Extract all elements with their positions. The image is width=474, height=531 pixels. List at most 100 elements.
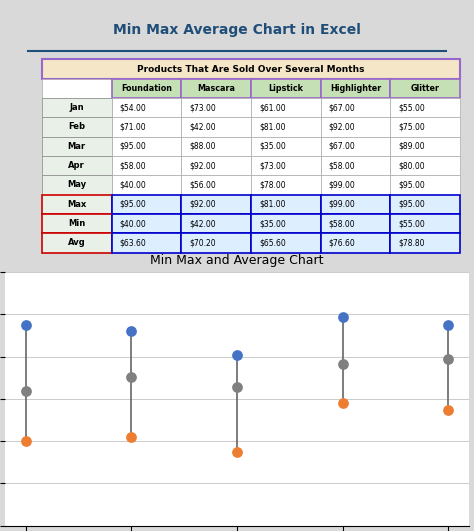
Text: $71.00: $71.00 (120, 123, 146, 132)
Point (339, 399, 346, 407)
Text: May: May (67, 181, 86, 190)
Point (22, 321, 30, 329)
Point (444, 321, 452, 329)
FancyBboxPatch shape (320, 233, 390, 253)
FancyBboxPatch shape (390, 79, 460, 98)
FancyBboxPatch shape (390, 233, 460, 253)
FancyBboxPatch shape (181, 156, 251, 175)
Text: $78.80: $78.80 (399, 238, 425, 247)
FancyBboxPatch shape (42, 136, 111, 156)
Text: $54.00: $54.00 (119, 103, 146, 112)
Text: $73.00: $73.00 (189, 103, 216, 112)
FancyBboxPatch shape (111, 214, 181, 233)
FancyBboxPatch shape (251, 79, 320, 98)
Text: $99.00: $99.00 (328, 181, 356, 190)
Text: Apr: Apr (68, 161, 85, 170)
Text: Mascara: Mascara (197, 84, 235, 93)
FancyBboxPatch shape (390, 117, 460, 136)
FancyBboxPatch shape (111, 156, 181, 175)
FancyBboxPatch shape (42, 175, 111, 194)
Text: $95.00: $95.00 (398, 200, 425, 209)
FancyBboxPatch shape (181, 79, 251, 98)
FancyBboxPatch shape (42, 156, 111, 175)
FancyBboxPatch shape (251, 117, 320, 136)
Text: $61.00: $61.00 (259, 103, 286, 112)
FancyBboxPatch shape (251, 98, 320, 117)
FancyBboxPatch shape (111, 136, 181, 156)
FancyBboxPatch shape (111, 98, 181, 117)
Text: $92.00: $92.00 (329, 123, 356, 132)
FancyBboxPatch shape (390, 214, 460, 233)
Text: Highlighter: Highlighter (330, 84, 381, 93)
Text: $81.00: $81.00 (259, 123, 286, 132)
FancyBboxPatch shape (42, 79, 111, 98)
Text: $78.00: $78.00 (259, 181, 286, 190)
Text: $40.00: $40.00 (119, 181, 146, 190)
Text: $42.00: $42.00 (190, 219, 216, 228)
Text: $95.00: $95.00 (119, 200, 146, 209)
Text: Jan: Jan (69, 103, 84, 112)
Text: Foundation: Foundation (121, 84, 172, 93)
FancyBboxPatch shape (42, 117, 111, 136)
Point (233, 448, 241, 456)
FancyBboxPatch shape (181, 194, 251, 214)
FancyBboxPatch shape (251, 175, 320, 194)
Point (22, 387, 30, 396)
FancyBboxPatch shape (181, 175, 251, 194)
Point (128, 433, 135, 441)
FancyBboxPatch shape (181, 136, 251, 156)
Point (339, 312, 346, 321)
Text: $55.00: $55.00 (398, 103, 425, 112)
Text: $76.60: $76.60 (328, 238, 356, 247)
Text: $81.00: $81.00 (259, 200, 286, 209)
Text: Lipstick: Lipstick (268, 84, 303, 93)
FancyBboxPatch shape (42, 233, 111, 253)
Point (233, 383, 241, 391)
Text: $35.00: $35.00 (259, 142, 286, 151)
FancyBboxPatch shape (390, 98, 460, 117)
FancyBboxPatch shape (251, 194, 320, 214)
Text: $75.00: $75.00 (398, 123, 425, 132)
Text: Min: Min (68, 219, 85, 228)
FancyBboxPatch shape (320, 175, 390, 194)
FancyBboxPatch shape (111, 194, 181, 214)
Text: Mar: Mar (68, 142, 86, 151)
FancyBboxPatch shape (181, 98, 251, 117)
FancyBboxPatch shape (320, 214, 390, 233)
Text: Max: Max (67, 200, 86, 209)
Text: $65.60: $65.60 (259, 238, 286, 247)
Text: $70.20: $70.20 (190, 238, 216, 247)
Text: $99.00: $99.00 (328, 200, 356, 209)
Point (128, 327, 135, 336)
Text: $92.00: $92.00 (190, 200, 216, 209)
Text: $88.00: $88.00 (190, 142, 216, 151)
Point (339, 359, 346, 368)
Text: $56.00: $56.00 (189, 181, 216, 190)
FancyBboxPatch shape (251, 233, 320, 253)
FancyBboxPatch shape (42, 59, 460, 79)
Text: Avg: Avg (68, 238, 86, 247)
FancyBboxPatch shape (111, 117, 181, 136)
FancyBboxPatch shape (320, 194, 390, 214)
FancyBboxPatch shape (390, 194, 460, 214)
FancyBboxPatch shape (320, 98, 390, 117)
Text: Glitter: Glitter (410, 84, 439, 93)
Point (128, 373, 135, 382)
Point (233, 350, 241, 359)
FancyBboxPatch shape (390, 136, 460, 156)
FancyBboxPatch shape (42, 98, 111, 117)
FancyBboxPatch shape (111, 79, 181, 98)
FancyBboxPatch shape (390, 175, 460, 194)
FancyBboxPatch shape (181, 214, 251, 233)
Point (444, 405, 452, 414)
FancyBboxPatch shape (181, 233, 251, 253)
FancyBboxPatch shape (42, 214, 111, 233)
Text: $89.00: $89.00 (399, 142, 425, 151)
FancyBboxPatch shape (320, 156, 390, 175)
Text: $42.00: $42.00 (190, 123, 216, 132)
FancyBboxPatch shape (390, 156, 460, 175)
Text: $67.00: $67.00 (328, 142, 356, 151)
FancyBboxPatch shape (320, 136, 390, 156)
FancyBboxPatch shape (111, 233, 181, 253)
Text: $58.00: $58.00 (329, 161, 356, 170)
